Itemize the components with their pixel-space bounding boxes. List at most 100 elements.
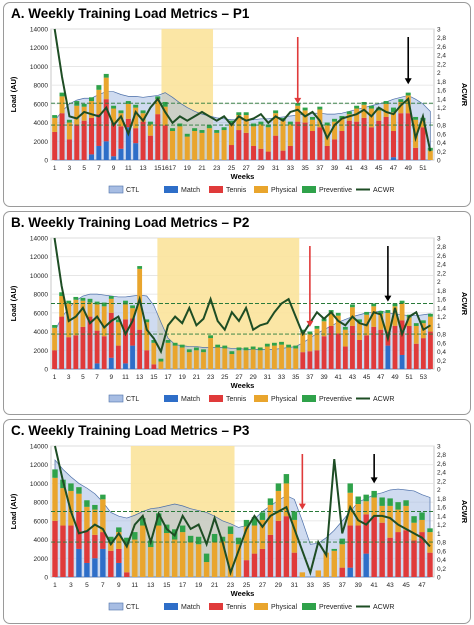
bar-match bbox=[96, 145, 102, 160]
bar-preventive bbox=[346, 111, 352, 115]
bar-tennis bbox=[371, 326, 377, 369]
bar-preventive bbox=[229, 351, 235, 355]
x-tick-label: 15 bbox=[150, 374, 158, 381]
bar-physical bbox=[363, 501, 369, 515]
bar-physical bbox=[342, 329, 348, 347]
y2-tick-label: 2,4 bbox=[437, 53, 446, 60]
bar-preventive bbox=[428, 313, 433, 317]
y2-tick-label: 3 bbox=[437, 444, 441, 451]
x-axis-title: Weeks bbox=[231, 381, 255, 390]
bar-physical bbox=[273, 113, 279, 136]
x-tick-label: 5 bbox=[85, 582, 89, 589]
bar-physical bbox=[74, 105, 80, 125]
bar-physical bbox=[323, 552, 329, 577]
bar-preventive bbox=[399, 300, 405, 304]
bar-physical bbox=[243, 350, 249, 369]
bar-preventive bbox=[184, 133, 190, 137]
y2-tick-label: 1 bbox=[437, 531, 441, 538]
y-tick-label: 0 bbox=[44, 367, 48, 374]
bar-preventive bbox=[251, 123, 257, 127]
bar-tennis bbox=[413, 343, 419, 369]
bar-physical bbox=[108, 541, 114, 551]
bar-tennis bbox=[137, 329, 143, 369]
bar-physical bbox=[186, 352, 192, 369]
legend-swatch-ctl bbox=[108, 185, 124, 194]
bar-preventive bbox=[158, 358, 164, 362]
bar-preventive bbox=[206, 125, 212, 129]
x-tick-label: 33 bbox=[278, 374, 286, 381]
x-tick-label: 5 bbox=[81, 374, 85, 381]
bar-tennis bbox=[265, 151, 271, 160]
bar-preventive bbox=[66, 300, 72, 304]
bar-tennis bbox=[103, 99, 109, 142]
y-tick-label: 2000 bbox=[34, 139, 49, 146]
bar-tennis bbox=[81, 120, 87, 160]
x-tick-label: 23 bbox=[207, 374, 215, 381]
bar-physical bbox=[116, 532, 122, 549]
bar-preventive bbox=[151, 339, 157, 343]
x-tick-label: 51 bbox=[406, 374, 414, 381]
bar-preventive bbox=[411, 516, 417, 523]
bar-preventive bbox=[208, 335, 213, 339]
bar-preventive bbox=[347, 483, 353, 493]
bar-preventive bbox=[236, 112, 242, 116]
bar-tennis bbox=[307, 351, 313, 369]
bar-tennis bbox=[130, 318, 135, 346]
bar-tennis bbox=[317, 127, 323, 160]
bar-preventive bbox=[295, 102, 301, 106]
y-axis-title: Load (AU) bbox=[9, 76, 18, 112]
x-tick-label: 3 bbox=[67, 374, 71, 381]
y-tick-label: 8000 bbox=[34, 292, 49, 299]
bar-preventive bbox=[144, 319, 150, 323]
bar-tennis bbox=[116, 548, 122, 563]
bar-tennis bbox=[376, 120, 382, 160]
x-tick-label: 35 bbox=[301, 165, 309, 172]
y-tick-label: 12000 bbox=[30, 254, 48, 261]
x-tick-label: 5 bbox=[82, 165, 86, 172]
bar-tennis bbox=[151, 364, 157, 369]
bar-preventive bbox=[215, 344, 221, 348]
bar-preventive bbox=[108, 296, 114, 299]
bar-match bbox=[133, 143, 139, 160]
bar-tennis bbox=[80, 326, 86, 369]
x-tick-label: 29 bbox=[275, 582, 283, 589]
bar-preventive bbox=[118, 110, 124, 114]
x-tick-label: 37 bbox=[306, 374, 314, 381]
bar-preventive bbox=[162, 101, 168, 107]
bar-tennis bbox=[411, 540, 417, 577]
y-tick-label: 14000 bbox=[30, 27, 48, 34]
bar-tennis bbox=[74, 124, 80, 160]
y2-tick-label: 3 bbox=[437, 236, 441, 243]
legend-label: ACWR bbox=[373, 604, 394, 611]
bar-physical bbox=[103, 77, 109, 100]
bar-preventive bbox=[387, 498, 393, 506]
bar-physical bbox=[130, 308, 135, 319]
bar-tennis bbox=[328, 325, 334, 369]
bar-preventive bbox=[307, 331, 313, 335]
x-axis-title: Weeks bbox=[231, 589, 255, 598]
bar-tennis bbox=[123, 319, 128, 364]
y2-tick-label: 0,6 bbox=[437, 131, 446, 138]
bar-physical bbox=[66, 122, 72, 140]
bar-physical bbox=[158, 361, 164, 369]
bar-physical bbox=[419, 519, 425, 533]
bar-physical bbox=[265, 127, 271, 152]
chart-p3: 0 2000 4000 6000 8000 10000 12000 14000 0 0,2 0,4 0… bbox=[9, 444, 469, 612]
bar-physical bbox=[219, 541, 226, 577]
chart-p2: 0 2000 4000 6000 8000 10000 12000 14000 0 0,2 0,4 0… bbox=[9, 236, 469, 404]
x-tick-label: 7 bbox=[101, 582, 105, 589]
bar-physical bbox=[346, 114, 352, 121]
bar-preventive bbox=[108, 536, 114, 542]
bar-physical bbox=[379, 505, 385, 523]
y-tick-label: 6000 bbox=[34, 518, 49, 525]
bar-preventive bbox=[383, 101, 389, 104]
legend-swatch-match bbox=[164, 186, 178, 193]
x-tick-label: 19 bbox=[195, 582, 203, 589]
bar-preventive bbox=[355, 496, 361, 505]
bar-physical bbox=[195, 544, 202, 577]
bar-preventive bbox=[314, 325, 320, 329]
bar-physical bbox=[275, 490, 282, 521]
x-tick-label: 45 bbox=[363, 374, 371, 381]
x-tick-label: 13 bbox=[139, 165, 147, 172]
bar-tennis bbox=[346, 120, 352, 160]
